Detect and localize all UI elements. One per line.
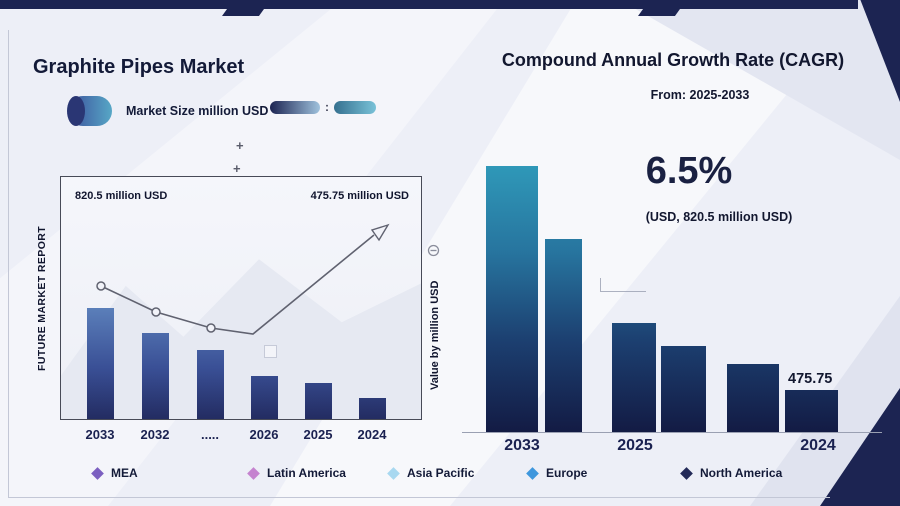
cagr-subtitle: From: 2025-2033 xyxy=(650,88,750,102)
legend-item-asia-pacific: Asia Pacific xyxy=(387,466,475,480)
legend-diamond-icon xyxy=(387,466,400,480)
page-title: Graphite Pipes Market xyxy=(33,56,245,78)
cagr-bar-2033-primary xyxy=(486,166,538,432)
cagr-chart xyxy=(462,160,882,432)
market-bar-5 xyxy=(305,383,332,419)
market-bars xyxy=(61,177,421,419)
legend-label: MEA xyxy=(111,466,138,480)
cylinder-icon xyxy=(67,96,112,126)
cagr-x-label: 2025 xyxy=(617,437,653,454)
cagr-value: 6.5% xyxy=(645,150,733,192)
market-x-label: ..... xyxy=(200,427,220,442)
legend-diamond-icon xyxy=(526,466,539,480)
legend-label: Latin America xyxy=(267,466,346,480)
market-bar-3 xyxy=(197,350,224,419)
bottom-edge-line xyxy=(8,497,830,498)
top-bar-tab xyxy=(638,9,680,16)
cagr-bar-2024-primary xyxy=(727,364,779,432)
market-x-label: 2033 xyxy=(85,427,115,442)
market-bar-4 xyxy=(251,376,278,419)
legend-item-mea: MEA xyxy=(91,466,138,480)
legend-diamond-icon xyxy=(247,466,260,480)
cagr-title: Compound Annual Growth Rate (CAGR) xyxy=(501,50,845,70)
step-decoration xyxy=(600,278,646,292)
market-x-label: 2026 xyxy=(249,427,279,442)
right-chart-y-axis-title: Value by million USD xyxy=(429,280,441,390)
base-value-label: 475.75 xyxy=(788,371,833,387)
plus-mark-icon: + xyxy=(233,161,241,176)
max-value-annotation: 820.5 million USD xyxy=(75,190,168,202)
top-bar-tab xyxy=(222,9,264,16)
cagr-x-label: 2024 xyxy=(800,437,836,454)
legend-diamond-icon xyxy=(680,466,693,480)
cagr-x-label: 2033 xyxy=(504,437,540,454)
legend-label: Europe xyxy=(546,466,588,480)
legend-label: North America xyxy=(700,466,783,480)
plus-mark-icon: + xyxy=(236,138,244,153)
top-navy-bar xyxy=(0,0,858,9)
market-bar-2 xyxy=(142,333,169,419)
cagr-bar-2033-secondary xyxy=(545,239,582,432)
cagr-bar-2025-primary xyxy=(612,323,656,432)
market-bar-1 xyxy=(87,308,114,419)
market-bar-6 xyxy=(359,398,386,419)
market-size-chart: 820.5 million USD 475.75 million USD xyxy=(60,176,422,420)
market-x-label: 2024 xyxy=(357,427,387,442)
watermark-box-icon xyxy=(264,345,277,358)
legend-item-north-america: North America xyxy=(680,466,783,480)
trend-arrow xyxy=(96,223,390,335)
cagr-note: (USD, 820.5 million USD) xyxy=(645,210,793,224)
cagr-bars xyxy=(462,160,882,432)
legend-item-latin-america: Latin America xyxy=(247,466,346,480)
market-x-label: 2025 xyxy=(303,427,333,442)
x-axis-line xyxy=(462,432,882,433)
legend-item-europe: Europe xyxy=(526,466,588,480)
gradient-pill-navy-icon xyxy=(270,100,320,114)
legend-label: Asia Pacific xyxy=(407,466,475,480)
legend-diamond-icon xyxy=(91,466,104,480)
pill-separator: : xyxy=(325,100,329,114)
gradient-pill-teal-icon xyxy=(334,100,376,114)
left-chart-y-axis-title: FUTURE MARKET REPORT xyxy=(36,225,48,371)
cagr-bar-2025-secondary xyxy=(661,346,706,432)
market-x-label: 2032 xyxy=(140,427,170,442)
legend-pills: : xyxy=(270,100,376,114)
circle-dash-icon xyxy=(427,244,440,257)
left-edge-line xyxy=(8,30,9,498)
base-value-annotation: 475.75 million USD xyxy=(310,190,409,202)
market-size-legend-label: Market Size million USD xyxy=(126,104,269,118)
cagr-bar-2024-secondary xyxy=(785,390,838,432)
market-size-legend: Market Size million USD xyxy=(62,92,268,130)
